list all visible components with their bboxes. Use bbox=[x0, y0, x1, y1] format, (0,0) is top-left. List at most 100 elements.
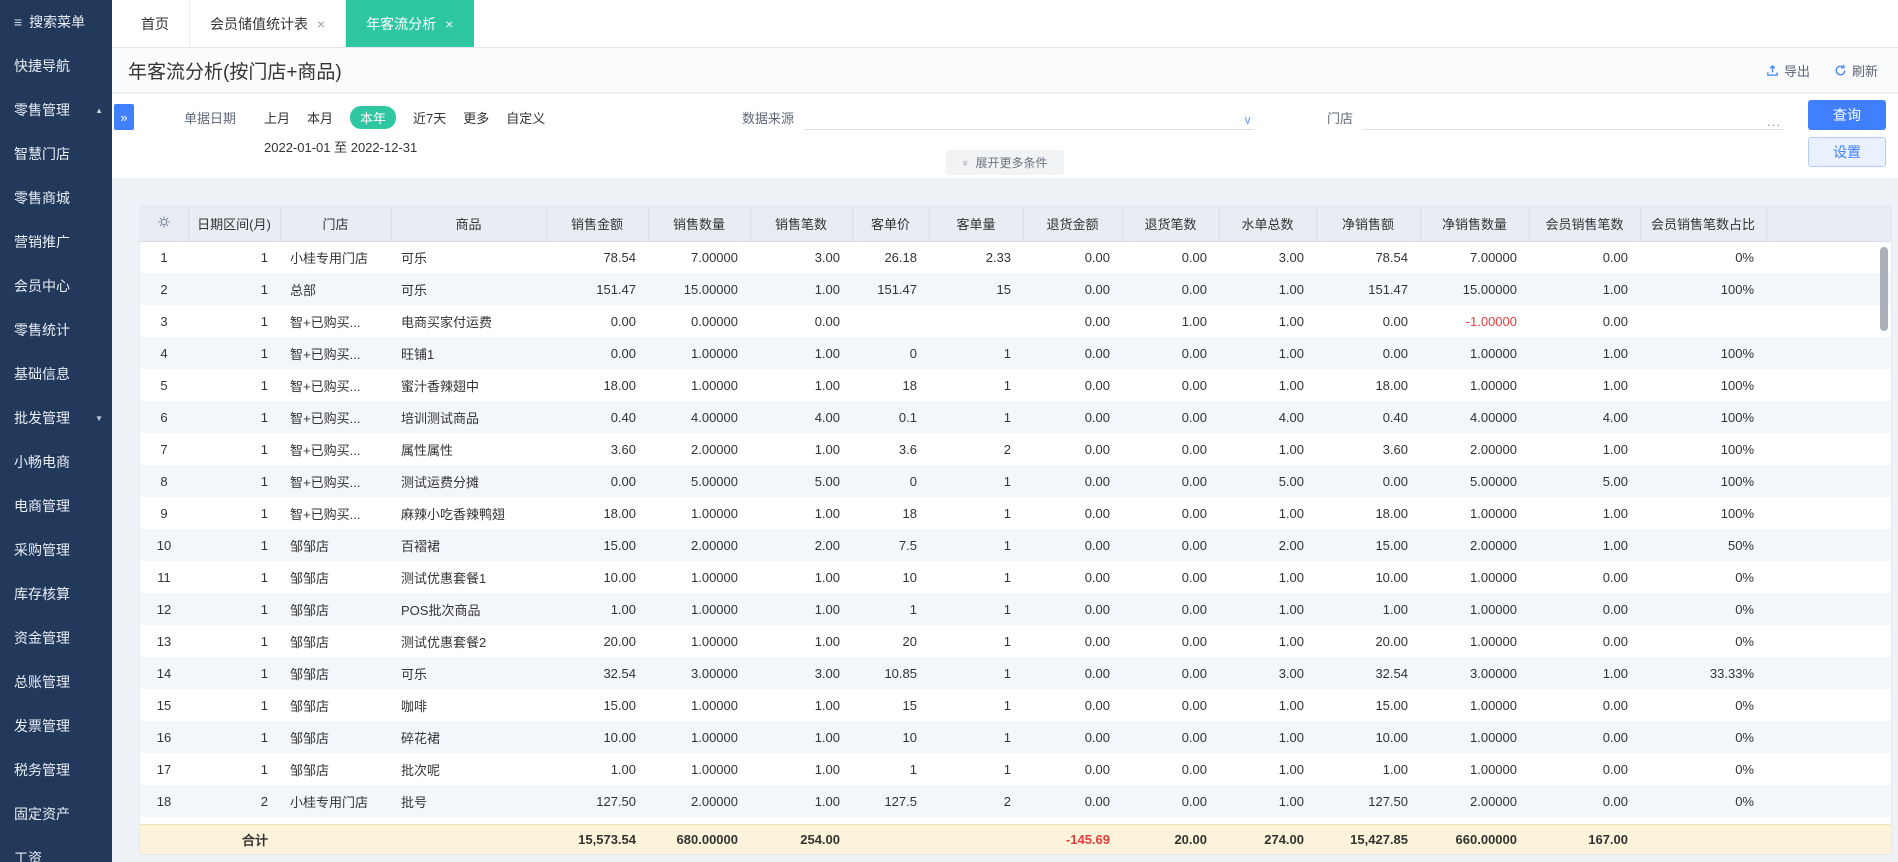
column-header[interactable]: 销售金额 bbox=[546, 207, 649, 242]
sidebar-item-10[interactable]: 小畅电商 bbox=[0, 440, 112, 484]
table-row[interactable]: 5 1 智+已购买... 蜜汁香辣翅中 18.00 1.00000 1.00 18 1 0.00 0… bbox=[140, 369, 1891, 401]
sidebar-item-6[interactable]: 会员中心 bbox=[0, 264, 112, 308]
data-source-input[interactable]: ∨ bbox=[804, 108, 1255, 130]
export-button[interactable]: 导出 bbox=[1766, 61, 1810, 80]
sidebar-item-17[interactable]: 税务管理 bbox=[0, 748, 112, 792]
sidebar-item-0[interactable]: ≡ 搜索菜单 bbox=[0, 0, 112, 44]
sidebar-item-19[interactable]: 工资 bbox=[0, 836, 112, 862]
settings-button[interactable]: 设置 bbox=[1808, 137, 1886, 167]
cell: 1.00000 bbox=[1470, 377, 1517, 393]
table-row[interactable]: 4 1 智+已购买... 旺铺1 0.00 1.00000 1.00 0 1 0.00 0.00 1.… bbox=[140, 337, 1891, 369]
close-icon[interactable]: × bbox=[317, 15, 326, 32]
cell: 100% bbox=[1640, 401, 1766, 433]
refresh-icon bbox=[1834, 64, 1847, 77]
table-row[interactable]: 3 1 智+已购买... 电商买家付运费 0.00 0.00000 0.00 0.00 1.00… bbox=[140, 305, 1891, 337]
table-row[interactable]: 7 1 智+已购买... 属性属性 3.60 2.00000 1.00 3.6 2 0.00 0.0… bbox=[140, 433, 1891, 465]
sidebar-item-4[interactable]: 零售商城 bbox=[0, 176, 112, 220]
close-icon[interactable]: × bbox=[445, 15, 454, 32]
table-row[interactable]: 8 1 智+已购买... 测试运费分摊 0.00 5.00000 5.00 0 1 0.00 0.0… bbox=[140, 465, 1891, 497]
store-input[interactable]: ... bbox=[1363, 108, 1784, 130]
cell: 0.00 bbox=[1529, 721, 1640, 753]
sidebar-item-7[interactable]: 零售统计 bbox=[0, 308, 112, 352]
table-row[interactable]: 11 1 邹邹店 测试优惠套餐1 10.00 1.00000 1.00 10 1 0.00 0.00… bbox=[140, 561, 1891, 593]
table-row[interactable]: 16 1 邹邹店 碎花裙 10.00 1.00000 1.00 10 1 0.00 0.00 1.00… bbox=[140, 721, 1891, 753]
cell: 1 bbox=[188, 465, 280, 497]
sidebar-item-16[interactable]: 发票管理 bbox=[0, 704, 112, 748]
date-option-2[interactable]: 本年 bbox=[350, 106, 397, 129]
column-header[interactable]: 净销售数量 bbox=[1420, 207, 1530, 242]
table-row[interactable]: 9 1 智+已购买... 麻辣小吃香辣鸭翅 18.00 1.00000 1.00 18 1 0.0… bbox=[140, 497, 1891, 529]
sidebar-item-2[interactable]: 零售管理 ▲ bbox=[0, 88, 112, 132]
table-row[interactable]: 14 1 邹邹店 可乐 32.54 3.00000 3.00 10.85 1 0.00 0.00 3.… bbox=[140, 657, 1891, 689]
cell: 127.50 bbox=[1316, 785, 1420, 817]
column-header[interactable]: 会员销售笔数 bbox=[1529, 207, 1641, 242]
table-row[interactable]: 17 1 邹邹店 批次呢 1.00 1.00000 1.00 1 1 0.00 0.00 1.00 1.… bbox=[140, 753, 1891, 785]
column-header[interactable]: 净销售额 bbox=[1316, 207, 1421, 242]
table-row[interactable]: 6 1 智+已购买... 培训测试商品 0.40 4.00000 4.00 0.1 1 0.00 0… bbox=[140, 401, 1891, 433]
sidebar-item-8[interactable]: 基础信息 bbox=[0, 352, 112, 396]
tab-2[interactable]: 年客流分析 × bbox=[346, 0, 475, 47]
column-header[interactable]: 商品 bbox=[391, 207, 547, 242]
date-filter-group: 单据日期 上月 本月 本年 近7天 更多 自定义 2022-01-01 至 2022-12… bbox=[184, 106, 545, 156]
column-header[interactable]: 水单总数 bbox=[1219, 207, 1317, 242]
cell: 0.00 bbox=[1529, 593, 1640, 625]
tab-1[interactable]: 会员储值统计表 × bbox=[190, 0, 347, 47]
tab-0[interactable]: 首页 bbox=[121, 0, 190, 47]
table-row[interactable]: 12 1 邹邹店 POS批次商品 1.00 1.00000 1.00 1 1 0.00 0.00 1.… bbox=[140, 593, 1891, 625]
date-option-1[interactable]: 本月 bbox=[307, 111, 334, 126]
column-header[interactable]: 销售笔数 bbox=[750, 207, 853, 242]
vertical-scrollbar-thumb[interactable] bbox=[1880, 247, 1888, 331]
date-option-4[interactable]: 更多 bbox=[463, 111, 490, 126]
cell: 10.00 bbox=[546, 721, 648, 753]
cell: 0.00 bbox=[1181, 377, 1207, 393]
column-header[interactable]: 日期区间(月) bbox=[188, 207, 281, 242]
cell: 0.00 bbox=[1023, 529, 1122, 561]
refresh-button[interactable]: 刷新 bbox=[1834, 61, 1878, 80]
cell: 100% bbox=[1720, 441, 1754, 457]
double-chevron-down-icon: » bbox=[959, 159, 972, 166]
query-button[interactable]: 查询 bbox=[1808, 100, 1886, 130]
column-header[interactable]: 客单量 bbox=[929, 207, 1024, 242]
table-row[interactable]: 2 1 总部 可乐 151.47 15.00000 1.00 151.47 15 0.00 0.00… bbox=[140, 273, 1891, 305]
column-header[interactable]: 销售数量 bbox=[648, 207, 751, 242]
column-header[interactable]: 退货金额 bbox=[1023, 207, 1123, 242]
cell: 10.00 bbox=[1316, 721, 1420, 753]
date-option-5[interactable]: 自定义 bbox=[506, 111, 546, 126]
table-row[interactable]: 15 1 邹邹店 咖啡 15.00 1.00000 1.00 15 1 0.00 0.00 1.00 1… bbox=[140, 689, 1891, 721]
cell: 总部 bbox=[280, 273, 391, 305]
sidebar-item-3[interactable]: 智慧门店 bbox=[0, 132, 112, 176]
cell: 1.00 bbox=[814, 377, 840, 393]
table-row[interactable]: 13 1 邹邹店 测试优惠套餐2 20.00 1.00000 1.00 20 1 0.00 0.00… bbox=[140, 625, 1891, 657]
cell: 0.00 bbox=[1181, 249, 1207, 265]
cell: 0.1 bbox=[852, 401, 929, 433]
chevron-down-icon[interactable]: ∨ bbox=[1243, 113, 1253, 127]
table-row[interactable]: 18 2 小桂专用门店 批号 127.50 2.00000 1.00 127.5 2 0.00 0.… bbox=[140, 785, 1891, 817]
sidebar-item-15[interactable]: 总账管理 bbox=[0, 660, 112, 704]
table-row[interactable]: 1 1 小桂专用门店 可乐 78.54 7.00000 3.00 26.18 2.33 0.00 0… bbox=[140, 241, 1891, 273]
cell: 1 bbox=[1003, 505, 1011, 521]
table-row[interactable]: 10 1 邹邹店 百褶裙 15.00 2.00000 2.00 7.5 1 0.00 0.00 2.0… bbox=[140, 529, 1891, 561]
grid-scroll-area: 日期区间(月) 门店 商品 销售金额 销售数量 销售笔数 客单价 客单量 退货金额 退货笔数 水单总… bbox=[140, 207, 1891, 824]
total-cell: 680.00000 bbox=[648, 823, 750, 854]
sidebar-item-1[interactable]: 快捷导航 bbox=[0, 44, 112, 88]
sidebar-item-12[interactable]: 采购管理 bbox=[0, 528, 112, 572]
cell: 1.00 bbox=[1602, 505, 1628, 521]
sidebar-item-13[interactable]: 库存核算 bbox=[0, 572, 112, 616]
column-header[interactable]: 门店 bbox=[280, 207, 392, 242]
more-options-button[interactable]: ... bbox=[1767, 114, 1782, 129]
date-option-3[interactable]: 近7天 bbox=[413, 111, 447, 126]
sidebar-item-11[interactable]: 电商管理 bbox=[0, 484, 112, 528]
column-header[interactable]: 会员销售笔数占比 bbox=[1640, 207, 1767, 242]
sidebar-item-label: 营销推广 bbox=[14, 234, 70, 250]
column-settings-header[interactable] bbox=[140, 207, 189, 242]
collapse-filter-button[interactable]: » bbox=[114, 104, 134, 130]
cell: 1.00 bbox=[1602, 377, 1628, 393]
date-option-0[interactable]: 上月 bbox=[264, 111, 291, 126]
column-header[interactable]: 客单价 bbox=[852, 207, 930, 242]
sidebar-item-5[interactable]: 营销推广 bbox=[0, 220, 112, 264]
sidebar-item-14[interactable]: 资金管理 bbox=[0, 616, 112, 660]
column-header[interactable]: 退货笔数 bbox=[1122, 207, 1220, 242]
sidebar-item-18[interactable]: 固定资产 bbox=[0, 792, 112, 836]
expand-more-conditions-button[interactable]: » 展开更多条件 bbox=[946, 150, 1064, 175]
sidebar-item-9[interactable]: 批发管理 ▼ bbox=[0, 396, 112, 440]
